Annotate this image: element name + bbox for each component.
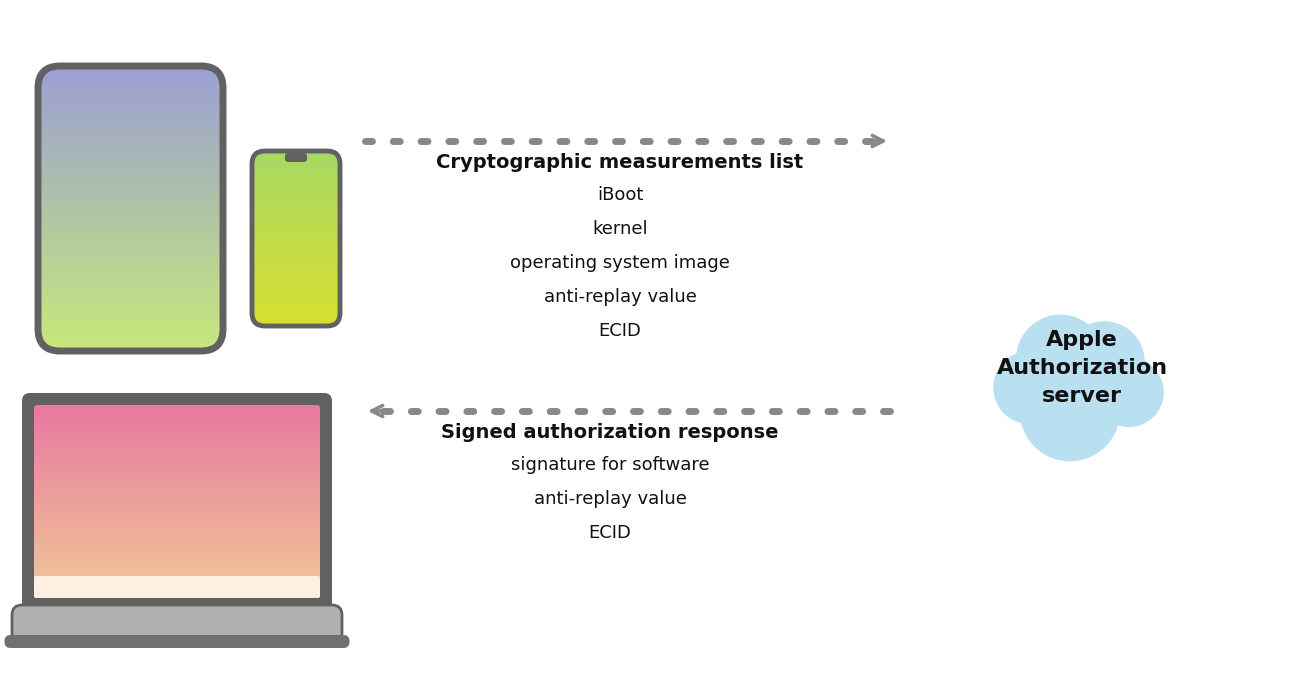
Circle shape (1017, 316, 1105, 403)
FancyBboxPatch shape (34, 576, 320, 598)
Circle shape (995, 351, 1066, 423)
FancyBboxPatch shape (12, 605, 342, 643)
FancyBboxPatch shape (4, 635, 350, 648)
FancyBboxPatch shape (34, 405, 320, 598)
Text: anti-replay value: anti-replay value (534, 490, 686, 508)
Text: operating system image: operating system image (510, 254, 730, 272)
FancyBboxPatch shape (285, 153, 307, 162)
Circle shape (1094, 358, 1163, 427)
FancyBboxPatch shape (22, 393, 332, 610)
FancyBboxPatch shape (253, 151, 341, 326)
Circle shape (1020, 362, 1119, 461)
Text: Signed authorization response: Signed authorization response (442, 423, 778, 442)
Text: anti-replay value: anti-replay value (544, 288, 697, 306)
Text: ECID: ECID (588, 524, 632, 542)
Text: Apple
Authorization
server: Apple Authorization server (996, 330, 1168, 406)
Circle shape (1064, 322, 1143, 402)
FancyBboxPatch shape (38, 66, 223, 351)
Text: kernel: kernel (592, 220, 648, 238)
Text: signature for software: signature for software (510, 456, 710, 474)
Text: ECID: ECID (598, 322, 641, 340)
Text: Cryptographic measurements list: Cryptographic measurements list (436, 153, 804, 172)
Text: iBoot: iBoot (597, 186, 644, 204)
